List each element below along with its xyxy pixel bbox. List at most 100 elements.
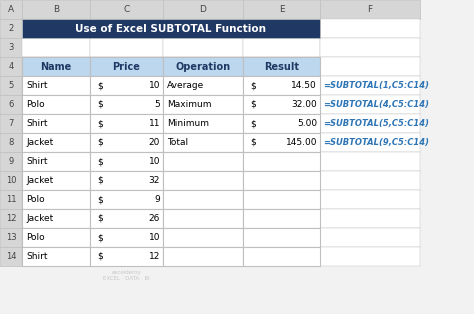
- Bar: [320, 247, 420, 266]
- Bar: [243, 171, 320, 190]
- Bar: [243, 209, 320, 228]
- Bar: [163, 76, 243, 95]
- Bar: [90, 209, 163, 228]
- Bar: [163, 190, 243, 209]
- Bar: [0, 228, 22, 247]
- Text: 10: 10: [148, 157, 160, 166]
- Bar: [90, 152, 163, 171]
- Bar: [22, 38, 90, 57]
- Bar: [22, 114, 90, 133]
- Text: Use of Excel SUBTOTAL Function: Use of Excel SUBTOTAL Function: [75, 24, 266, 34]
- Bar: [22, 76, 90, 95]
- Text: 145.00: 145.00: [285, 138, 317, 147]
- Bar: [22, 133, 90, 152]
- Bar: [163, 114, 243, 133]
- Bar: [22, 133, 90, 152]
- Bar: [320, 171, 420, 190]
- Bar: [22, 95, 90, 114]
- Bar: [243, 76, 320, 95]
- Bar: [163, 171, 243, 190]
- Bar: [90, 190, 163, 209]
- Text: F: F: [367, 5, 373, 14]
- Bar: [22, 228, 90, 247]
- Bar: [243, 76, 320, 95]
- Bar: [90, 95, 163, 114]
- Bar: [22, 209, 90, 228]
- Bar: [243, 171, 320, 190]
- Text: Total: Total: [167, 138, 188, 147]
- Text: C: C: [123, 5, 129, 14]
- Text: 10: 10: [148, 233, 160, 242]
- Text: =SUBTOTAL(9,C5:C14): =SUBTOTAL(9,C5:C14): [323, 138, 429, 147]
- Bar: [243, 38, 320, 57]
- Text: 12: 12: [149, 252, 160, 261]
- Bar: [90, 152, 163, 171]
- Bar: [22, 171, 90, 190]
- Bar: [90, 76, 163, 95]
- Bar: [320, 19, 420, 38]
- Text: exceldemy
EXCEL · DATA · BI: exceldemy EXCEL · DATA · BI: [103, 270, 150, 281]
- Bar: [163, 133, 243, 152]
- Bar: [90, 114, 163, 133]
- Bar: [243, 152, 320, 171]
- Bar: [90, 133, 163, 152]
- Text: 4: 4: [9, 62, 14, 71]
- Bar: [243, 228, 320, 247]
- Bar: [163, 57, 243, 76]
- Bar: [22, 114, 90, 133]
- Text: Polo: Polo: [26, 100, 45, 109]
- Bar: [90, 133, 163, 152]
- Bar: [163, 57, 243, 76]
- Text: 6: 6: [9, 100, 14, 109]
- Bar: [243, 95, 320, 114]
- Text: 10: 10: [6, 176, 16, 185]
- Text: $: $: [97, 176, 103, 185]
- Bar: [243, 190, 320, 209]
- Bar: [320, 38, 420, 57]
- Bar: [22, 95, 90, 114]
- Bar: [163, 152, 243, 171]
- Text: 11: 11: [6, 195, 16, 204]
- Text: Name: Name: [40, 62, 72, 72]
- Bar: [22, 152, 90, 171]
- Text: 3: 3: [9, 43, 14, 52]
- Bar: [243, 133, 320, 152]
- Bar: [243, 57, 320, 76]
- Text: $: $: [97, 138, 103, 147]
- Text: Price: Price: [112, 62, 140, 72]
- Bar: [320, 95, 420, 114]
- Text: 20: 20: [149, 138, 160, 147]
- Bar: [320, 133, 420, 152]
- Bar: [163, 152, 243, 171]
- Text: Jacket: Jacket: [26, 176, 53, 185]
- Bar: [163, 171, 243, 190]
- Bar: [22, 247, 90, 266]
- Text: Shirt: Shirt: [26, 81, 47, 90]
- Bar: [0, 190, 22, 209]
- Text: Polo: Polo: [26, 233, 45, 242]
- Bar: [22, 76, 90, 95]
- Bar: [243, 190, 320, 209]
- Bar: [0, 19, 22, 38]
- Bar: [90, 228, 163, 247]
- Bar: [90, 247, 163, 266]
- Text: $: $: [97, 195, 103, 204]
- Bar: [163, 95, 243, 114]
- Text: $: $: [250, 119, 256, 128]
- Text: $: $: [250, 81, 256, 90]
- Text: Minimum: Minimum: [167, 119, 209, 128]
- Text: 14: 14: [6, 252, 16, 261]
- Text: E: E: [279, 5, 284, 14]
- Text: =SUBTOTAL(1,C5:C14): =SUBTOTAL(1,C5:C14): [323, 81, 429, 90]
- Text: 5: 5: [154, 100, 160, 109]
- Bar: [163, 190, 243, 209]
- Text: Shirt: Shirt: [26, 119, 47, 128]
- Text: 32: 32: [149, 176, 160, 185]
- Bar: [320, 228, 420, 247]
- Bar: [90, 209, 163, 228]
- Text: $: $: [97, 252, 103, 261]
- Bar: [243, 95, 320, 114]
- Text: Maximum: Maximum: [167, 100, 211, 109]
- Bar: [163, 38, 243, 57]
- Text: $: $: [97, 81, 103, 90]
